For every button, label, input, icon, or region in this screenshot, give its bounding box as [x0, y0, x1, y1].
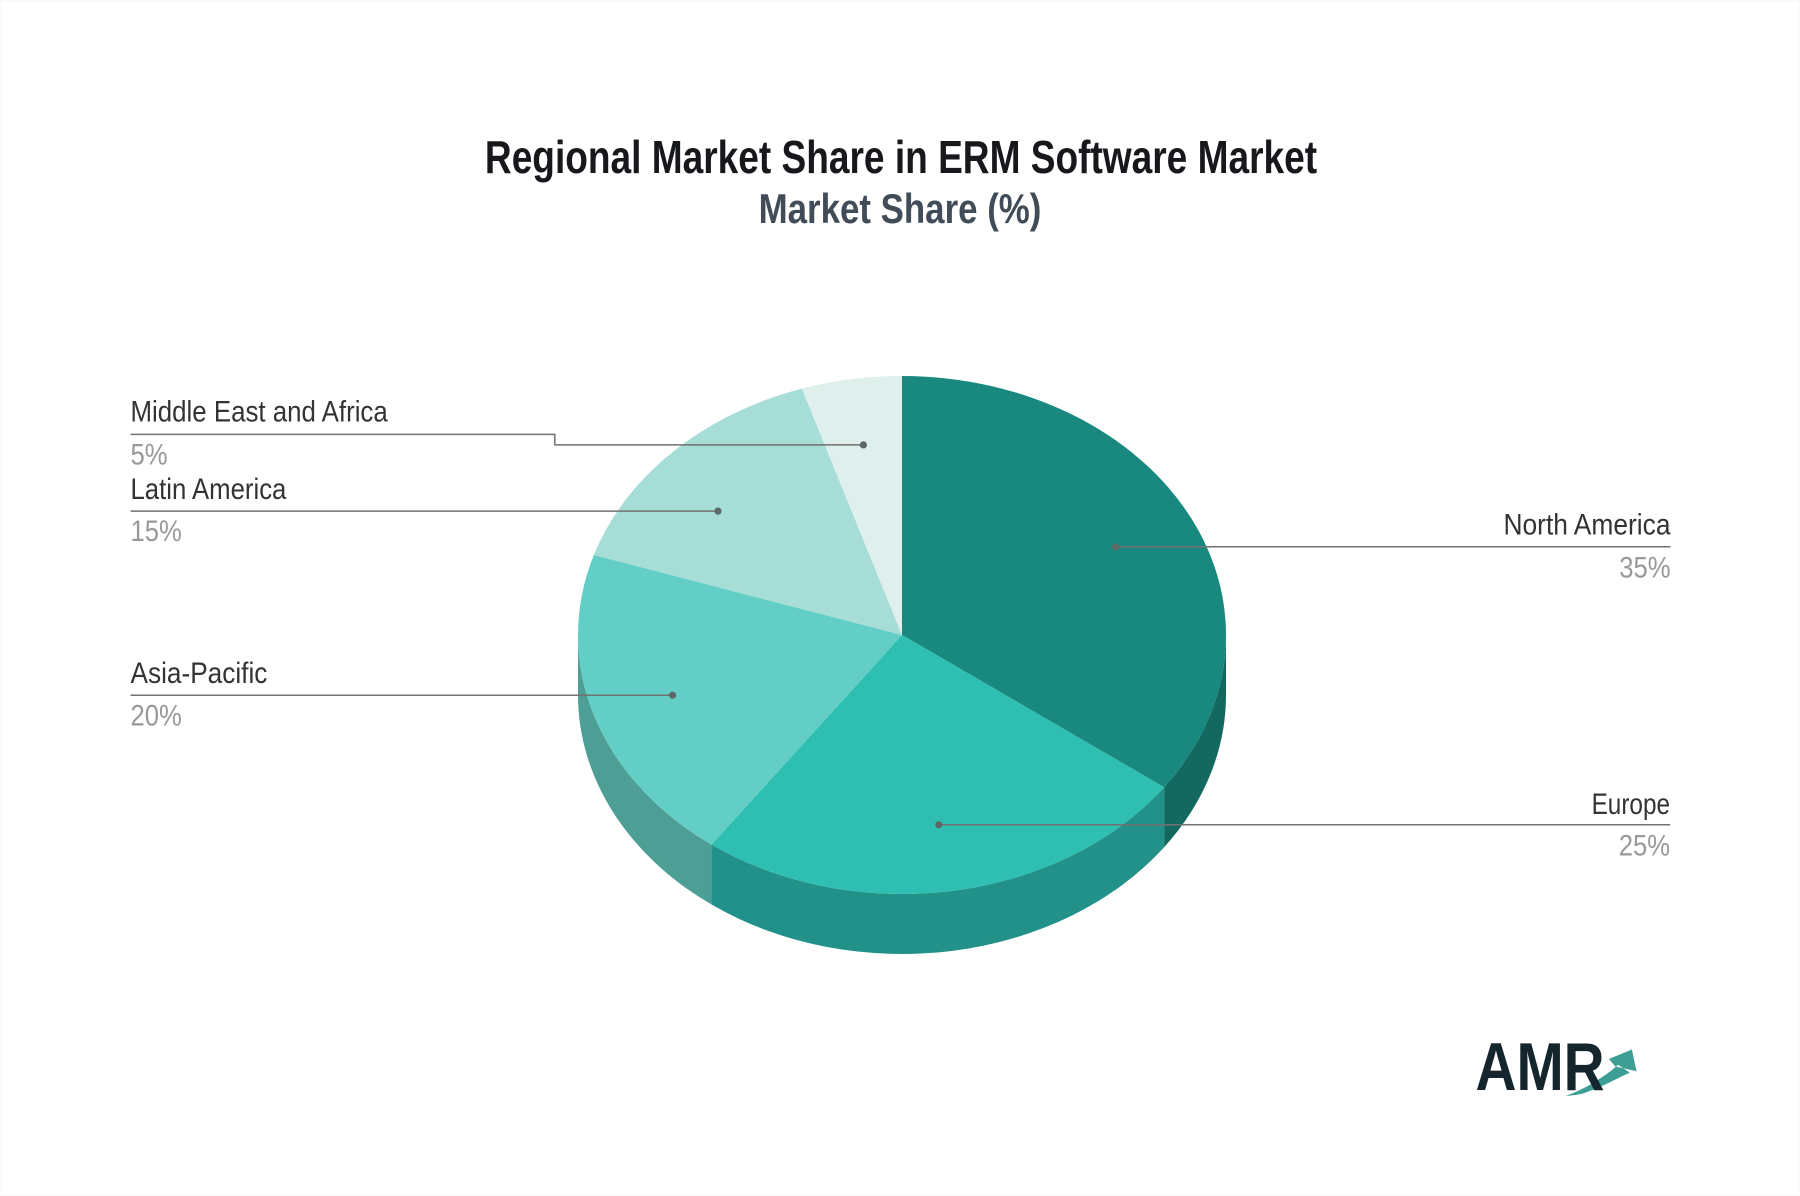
amr-logo-text: AMR [1476, 1030, 1605, 1105]
pie-slice-asia-pacific [577, 554, 902, 845]
amr-logo: AMR [1476, 1030, 1637, 1105]
slice-label-latin-america: Latin America [131, 472, 287, 505]
slice-label-asia-pacific: Asia-Pacific [131, 655, 268, 689]
slice-label-middle-east-and-africa: Middle East and Africa [131, 395, 389, 428]
slice-percent-asia-pacific: 20% [131, 699, 182, 732]
pie-slice-latin-america [593, 388, 902, 635]
pie-slice-middle-east-and-africa [801, 376, 902, 635]
slice-label-north-america: North America [1503, 507, 1670, 541]
amr-logo-arrow-icon [1565, 1049, 1637, 1096]
slice-percent-europe: 25% [1619, 829, 1670, 862]
chart-title: Regional Market Share in ERM Software Ma… [485, 131, 1317, 183]
pie-slice-north-america [902, 376, 1227, 788]
pie-side-asia-pacific [578, 635, 712, 905]
callout-dot-europe [935, 821, 943, 829]
callout-dot-north-america [1112, 543, 1120, 551]
pie-side-europe [711, 787, 1165, 955]
slice-percent-north-america: 35% [1619, 551, 1670, 584]
slice-percent-latin-america: 15% [131, 514, 182, 547]
pie-slice-europe [711, 635, 1165, 895]
callout-layer [130, 433, 1671, 829]
slice-percent-middle-east-and-africa: 5% [131, 437, 168, 470]
callout-dot-latin-america [714, 507, 722, 515]
pie-side-north-america [1164, 635, 1226, 848]
slice-label-europe: Europe [1592, 787, 1670, 821]
callout-dot-asia-pacific [669, 691, 677, 699]
chart-subtitle: Market Share (%) [759, 186, 1042, 233]
callout-dot-middle-east-and-africa [859, 441, 868, 449]
pie-layer [577, 376, 1227, 955]
callout-line-middle-east-and-africa [130, 433, 864, 446]
